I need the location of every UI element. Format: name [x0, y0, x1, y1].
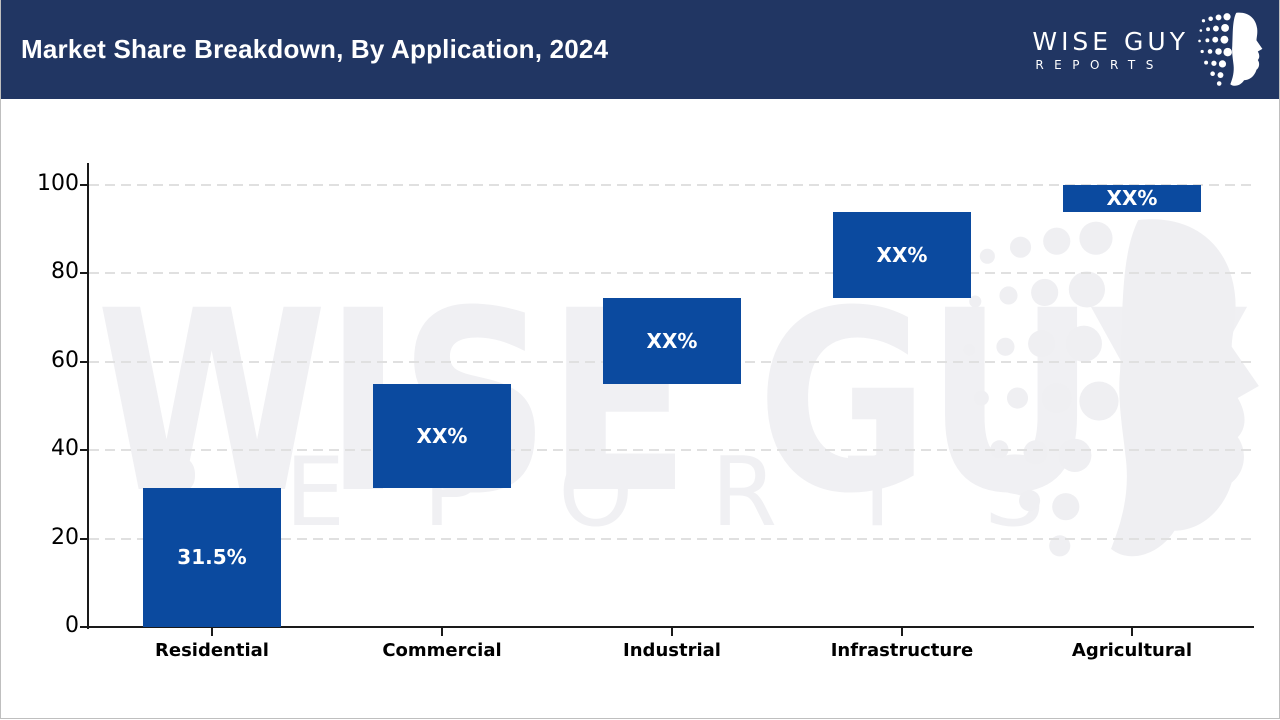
x-tick-label: Commercial	[382, 640, 502, 661]
bar: XX%	[603, 297, 741, 384]
y-tick-mark	[80, 449, 89, 452]
y-tick-label: 80	[51, 259, 79, 285]
x-tick-label: Residential	[155, 640, 269, 661]
y-tick-mark	[80, 272, 89, 275]
header: Market Share Breakdown, By Application, …	[1, 0, 1279, 99]
gridline	[89, 449, 1254, 452]
y-tick-label: 60	[51, 347, 79, 373]
y-tick-mark	[80, 184, 89, 186]
bar: XX%	[833, 211, 971, 298]
bar-value-label: XX%	[876, 242, 928, 267]
x-tick-mark	[441, 628, 443, 636]
y-tick-mark	[80, 626, 89, 628]
bar: 31.5%	[143, 487, 281, 627]
y-tick-label: 0	[65, 613, 79, 638]
wiseguy-logo: WISE GUY REPORTS	[1032, 10, 1265, 89]
x-tick-label: Infrastructure	[830, 640, 974, 661]
logo-text: WISE GUY REPORTS	[1032, 29, 1189, 71]
bar: XX%	[373, 383, 511, 488]
x-tick-label: Agricultural	[1071, 640, 1193, 661]
y-tick-label: 40	[51, 436, 79, 462]
gridline	[89, 272, 1254, 275]
logo-wordmark: WISE GUY	[1032, 26, 1189, 56]
y-tick-mark	[80, 537, 89, 540]
x-tick-label: Industrial	[623, 640, 721, 661]
gridline	[89, 184, 1254, 186]
bar-value-label: XX%	[1106, 186, 1158, 211]
wiseguy-face-icon	[1198, 12, 1263, 86]
x-axis-spine	[87, 626, 1254, 628]
bar-value-label: XX%	[416, 423, 468, 448]
x-tick-mark	[671, 628, 673, 636]
bar-value-label: XX%	[646, 328, 698, 353]
bar: XX%	[1063, 185, 1201, 212]
watermark-reports: REPORTS	[141, 438, 1123, 548]
y-tick-mark	[80, 360, 89, 363]
page-title: Market Share Breakdown, By Application, …	[21, 34, 609, 64]
y-tick-label: 100	[37, 171, 79, 196]
y-tick-label: 20	[51, 524, 79, 550]
x-tick-mark	[901, 628, 903, 636]
gridline	[89, 537, 1254, 540]
y-axis-spine	[87, 163, 89, 629]
x-tick-mark	[1131, 628, 1133, 636]
bar-value-label: 31.5%	[177, 545, 247, 570]
x-tick-mark	[211, 628, 213, 636]
logo-reports-label: REPORTS	[1035, 57, 1164, 72]
